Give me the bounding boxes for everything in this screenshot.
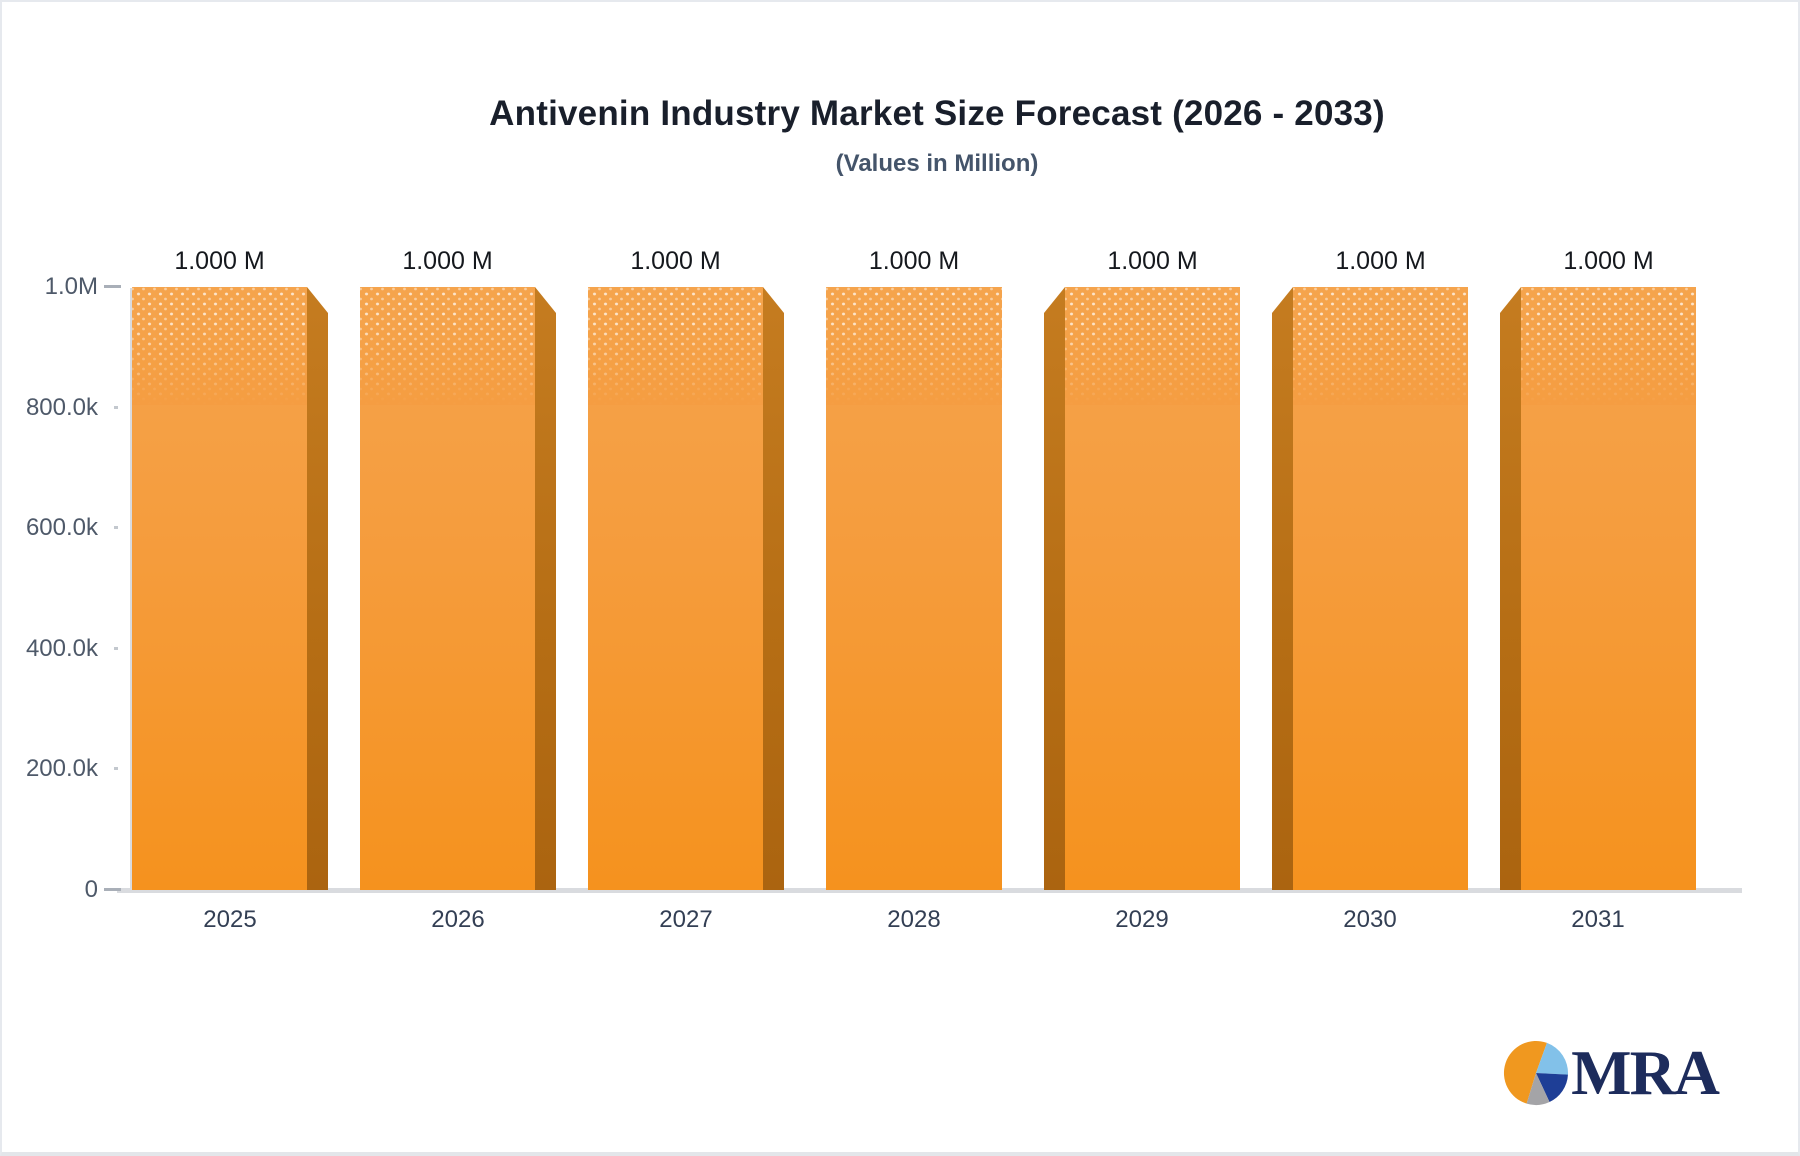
chart-subtitle: (Values in Million)	[835, 150, 1039, 177]
x-tick-label: 2030	[1343, 906, 1397, 933]
bar-group-2029: 1.000 M 2029	[1044, 247, 1240, 933]
bar-speckle-texture	[1293, 287, 1468, 405]
bar-face: 1.000 M	[826, 247, 1002, 890]
bar-side-face	[1044, 287, 1065, 890]
x-tick-label: 2031	[1571, 906, 1625, 933]
bar-value-label: 1.000 M	[1335, 247, 1426, 275]
bar-speckle-texture	[1065, 287, 1240, 405]
pie-slice-orange	[1504, 1040, 1548, 1104]
plot-area: 1.000 M 2025 1.000 M 2026 1.000 M 2027 1.000 M…	[132, 247, 1696, 933]
x-axis-line	[117, 888, 1742, 893]
bar-side-face	[1500, 287, 1521, 890]
x-tick-label: 2027	[659, 906, 713, 933]
y-tick-mark	[104, 888, 121, 891]
x-tick-label: 2026	[431, 906, 485, 933]
y-tick-label: 600.0k	[25, 514, 98, 542]
bar-value-label: 1.000 M	[630, 247, 721, 275]
bar-side-face	[307, 287, 328, 890]
pie-chart-logo-icon	[1504, 1040, 1569, 1105]
y-tick-label: 800.0k	[25, 393, 98, 421]
bar-face: 1.000 M	[132, 247, 307, 890]
bar-side-face	[535, 287, 556, 890]
chart-header: Antivenin Industry Market Size Forecast …	[72, 94, 1798, 178]
bar: 1.000 M	[1272, 247, 1468, 890]
bar-value-label: 1.000 M	[868, 247, 960, 275]
x-tick-label: 2029	[1115, 906, 1169, 933]
bar: 1.000 M	[1044, 247, 1240, 890]
y-tick-label: 1.0M	[44, 273, 98, 300]
logo-text: MRA	[1571, 1037, 1720, 1108]
bar-face: 1.000 M	[1521, 247, 1696, 890]
bar-face: 1.000 M	[588, 247, 763, 890]
bar-speckle-texture	[826, 287, 1002, 405]
bar-group-2031: 1.000 M 2031	[1500, 247, 1696, 933]
bar: 1.000 M	[360, 247, 556, 890]
y-axis: 1.0M 800.0k 600.0k 400.0k 200.0k 0	[2, 273, 132, 903]
bar-side-face	[1272, 287, 1293, 890]
bar-group-2026: 1.000 M 2026	[360, 247, 556, 933]
y-tick-label: 0	[84, 876, 98, 903]
pie-slice-dark-blue	[1536, 1073, 1569, 1102]
bar-face: 1.000 M	[360, 247, 535, 890]
y-tick-mark	[114, 526, 118, 530]
bar-side-face	[763, 287, 784, 890]
pie-slice-gray	[1526, 1073, 1550, 1105]
y-tick-label: 400.0k	[25, 634, 98, 662]
bar-face: 1.000 M	[1293, 247, 1468, 890]
bar: 1.000 M	[1500, 247, 1696, 890]
bar-speckle-texture	[360, 287, 535, 405]
bar-value-label: 1.000 M	[1563, 247, 1654, 275]
y-tick-mark	[114, 646, 118, 650]
bar-face: 1.000 M	[1065, 247, 1240, 890]
bar: 1.000 M	[588, 247, 784, 890]
y-tick-mark	[104, 285, 121, 288]
mra-logo: MRA	[1503, 1037, 1720, 1108]
bar-value-label: 1.000 M	[1107, 247, 1198, 275]
y-tick-mark	[114, 405, 118, 409]
y-tick-label: 200.0k	[25, 755, 98, 783]
bar: 1.000 M	[132, 247, 328, 890]
y-tick-mark	[114, 767, 118, 771]
bar-group-2030: 1.000 M 2030	[1272, 247, 1468, 933]
chart-title: Antivenin Industry Market Size Forecast …	[489, 94, 1385, 133]
bar-group-2028: 1.000 M 2028	[816, 247, 1012, 933]
bar-speckle-texture	[1521, 287, 1696, 405]
x-tick-label: 2028	[887, 906, 941, 933]
bar: 1.000 M	[816, 247, 1012, 890]
bar-speckle-texture	[588, 287, 763, 405]
bar-value-label: 1.000 M	[174, 247, 265, 275]
bar-value-label: 1.000 M	[402, 247, 493, 275]
bar-group-2027: 1.000 M 2027	[588, 247, 784, 933]
x-tick-label: 2025	[203, 906, 257, 933]
bar-group-2025: 1.000 M 2025	[132, 247, 328, 933]
bar-speckle-texture	[132, 287, 307, 405]
pie-slice-light-blue	[1536, 1042, 1569, 1075]
